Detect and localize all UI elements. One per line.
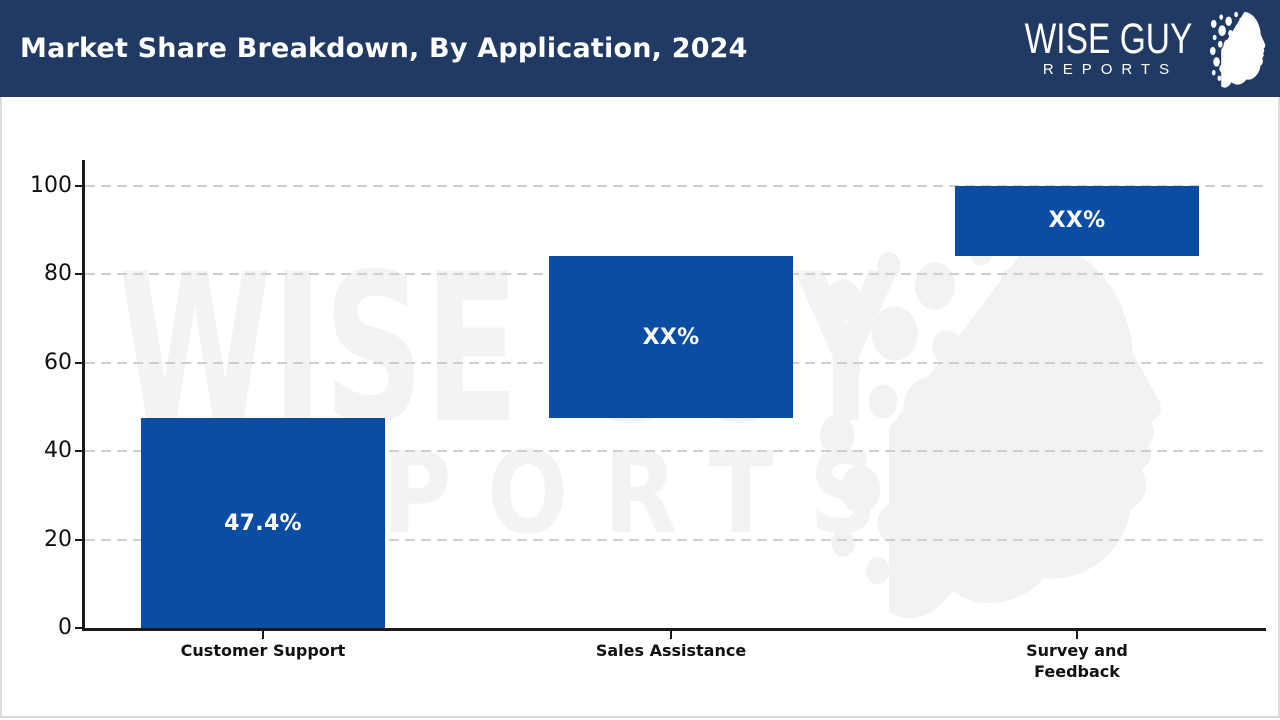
- logo-wordmark: WISE GUY: [1024, 15, 1193, 63]
- y-tick-mark-20: [75, 538, 83, 541]
- bar-value-label: XX%: [1048, 208, 1106, 234]
- gridline-y40: [85, 450, 1266, 453]
- y-tick-label-60: 60: [44, 349, 72, 375]
- x-tick-mark-1: [670, 631, 672, 639]
- bottom-hairline: [0, 716, 1280, 718]
- x-category-line: Feedback: [1034, 662, 1120, 681]
- gridline-y100: [85, 185, 1266, 187]
- header-bar: Market Share Breakdown, By Application, …: [0, 0, 1280, 97]
- x-category-label-1: Sales Assistance: [556, 640, 786, 661]
- y-axis-spine: [82, 160, 85, 631]
- y-tick-label-0: 0: [58, 615, 72, 640]
- logo-text: WISE GUY REPORTS: [1001, 15, 1216, 79]
- x-axis-spine: [82, 628, 1266, 631]
- bar-survey-and-feedback: XX%: [955, 186, 1199, 256]
- y-tick-label-40: 40: [44, 438, 72, 464]
- bar-sales-assistance: XX%: [549, 255, 793, 419]
- y-tick-mark-60: [75, 361, 83, 364]
- y-tick-mark-100: [75, 185, 83, 187]
- y-tick-mark-0: [75, 627, 83, 629]
- y-tick-mark-80: [75, 273, 83, 276]
- y-tick-label-20: 20: [44, 526, 72, 552]
- bar-value-label: 47.4%: [224, 510, 302, 536]
- y-tick-label-80: 80: [44, 261, 72, 287]
- x-tick-mark-2: [1076, 631, 1078, 639]
- y-tick-mark-40: [75, 450, 83, 453]
- bar-customer-support: 47.4%: [141, 418, 385, 628]
- chart-title: Market Share Breakdown, By Application, …: [20, 33, 748, 64]
- x-tick-mark-0: [262, 631, 264, 639]
- x-category-label-2: Survey and Feedback: [962, 640, 1192, 682]
- gridline-y20: [85, 538, 1266, 541]
- x-category-line: Sales Assistance: [595, 641, 747, 660]
- y-tick-label-100: 100: [30, 173, 72, 198]
- x-category-label-0: Customer Support: [148, 640, 378, 661]
- wiseguy-logo: WISE GUY REPORTS: [1001, 9, 1266, 89]
- x-category-line: Survey and: [1026, 641, 1128, 660]
- logo-subtext: REPORTS: [1042, 61, 1179, 78]
- x-category-line: Customer Support: [180, 641, 346, 660]
- bar-value-label: XX%: [642, 324, 700, 350]
